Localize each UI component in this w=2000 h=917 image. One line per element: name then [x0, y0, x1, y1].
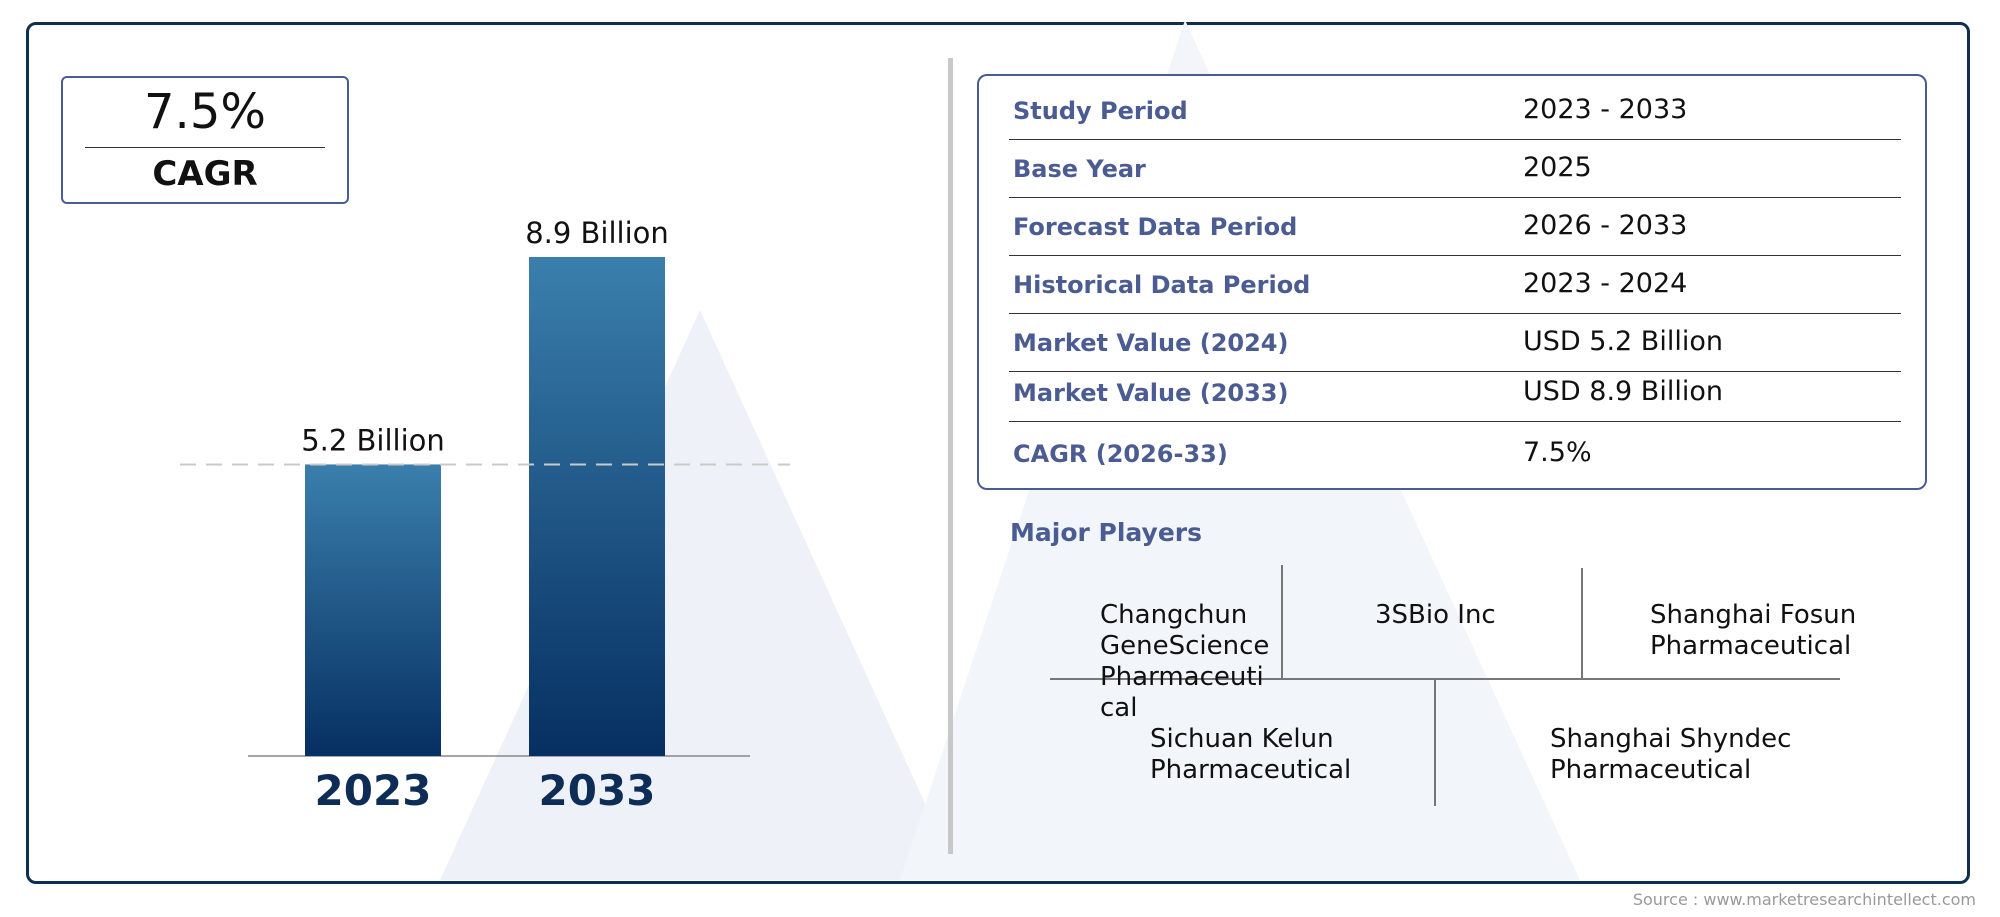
player-changchun-genescience: Changchun GeneScience Pharmaceuti cal	[1100, 600, 1270, 723]
info-value: 2026 - 2033	[1523, 210, 1688, 241]
info-label: Forecast Data Period	[1013, 213, 1298, 241]
info-label: Market Value (2024)	[1013, 329, 1289, 357]
info-value: 2025	[1523, 152, 1592, 183]
category-label: 2033	[539, 766, 656, 815]
info-value: USD 5.2 Billion	[1523, 326, 1723, 357]
info-label: Study Period	[1013, 97, 1188, 125]
info-row: Historical Data Period 2023 - 2024	[1009, 256, 1901, 314]
players-divider	[1434, 680, 1436, 806]
info-label: Market Value (2033)	[1013, 379, 1289, 407]
info-row: Market Value (2024) USD 5.2 Billion	[1009, 314, 1901, 372]
source-credit: Source : www.marketresearchintellect.com	[1632, 890, 1976, 909]
info-row: Study Period 2023 - 2033	[1009, 82, 1901, 140]
info-label: CAGR (2026-33)	[1013, 440, 1228, 468]
cagr-value: 7.5%	[144, 84, 266, 140]
market-info-table: Study Period 2023 - 2033 Base Year 2025 Fore…	[977, 74, 1927, 490]
cagr-label: CAGR	[152, 154, 258, 194]
player-3sbio: 3SBio Inc	[1375, 600, 1496, 630]
player-shanghai-fosun: Shanghai Fosun Pharmaceutical	[1650, 600, 1857, 661]
bar-value-label: 8.9 Billion	[525, 216, 669, 250]
bar-value-label: 5.2 Billion	[301, 423, 445, 457]
category-label: 2023	[315, 766, 432, 815]
info-value: 2023 - 2024	[1523, 268, 1688, 299]
players-divider	[1050, 678, 1840, 680]
players-divider	[1581, 568, 1583, 678]
info-row: Forecast Data Period 2026 - 2033	[1009, 198, 1901, 256]
info-row: Market Value (2033) USD 8.9 Billion	[1009, 372, 1901, 422]
bar-2023	[305, 464, 441, 756]
players-divider	[1281, 565, 1283, 678]
cagr-badge: 7.5% CAGR	[61, 76, 349, 204]
info-label: Base Year	[1013, 155, 1146, 183]
info-value: 7.5%	[1523, 437, 1592, 468]
info-row: Base Year 2025	[1009, 140, 1901, 198]
section-divider	[948, 58, 953, 854]
info-row: CAGR (2026-33) 7.5%	[1009, 424, 1901, 482]
info-value: 2023 - 2033	[1523, 94, 1688, 125]
info-label: Historical Data Period	[1013, 271, 1311, 299]
info-value: USD 8.9 Billion	[1523, 376, 1723, 407]
cagr-divider	[85, 147, 325, 148]
major-players-title: Major Players	[1010, 518, 1202, 547]
bar-2033	[529, 257, 665, 756]
player-sichuan-kelun: Sichuan Kelun Pharmaceutical	[1150, 724, 1352, 785]
player-shanghai-shyndec: Shanghai Shyndec Pharmaceutical	[1550, 724, 1792, 785]
